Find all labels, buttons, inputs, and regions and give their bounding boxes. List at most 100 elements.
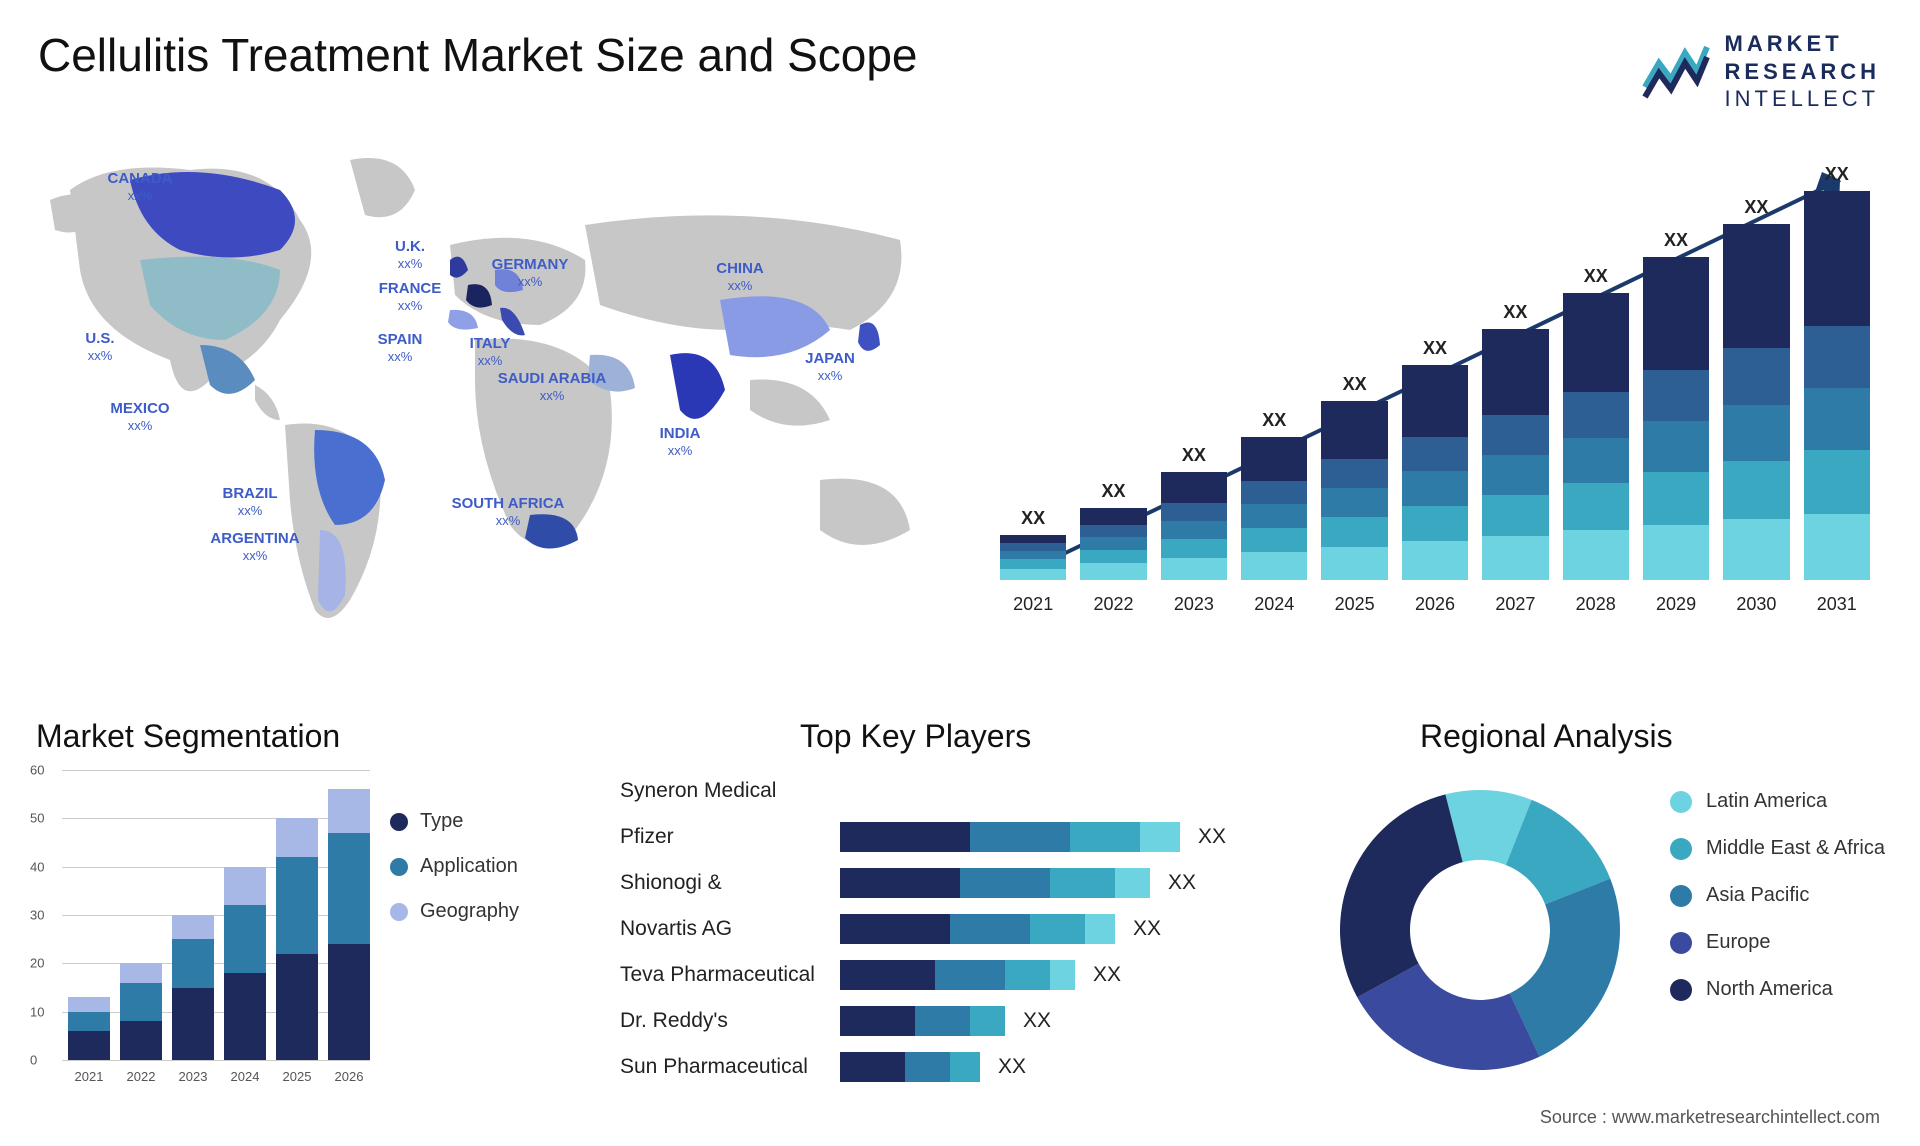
seg-col-2022: [120, 963, 162, 1060]
legend-label: Latin America: [1706, 790, 1827, 813]
seg-ytick: 30: [30, 908, 44, 923]
player-name: Dr. Reddy's: [620, 1009, 840, 1033]
legend-label: Europe: [1706, 931, 1771, 954]
seg-col-2025: [276, 818, 318, 1060]
map-label-germany: GERMANYxx%: [492, 256, 569, 291]
segmentation-legend: Type Application Geography: [390, 810, 570, 923]
player-row: Novartis AGXX: [620, 908, 1300, 950]
growth-top-label: XX: [1664, 230, 1688, 251]
growth-bar-chart: XXXXXXXXXXXXXXXXXXXXXX 20212022202320242…: [1000, 150, 1870, 620]
growth-xlabel: 2028: [1563, 594, 1629, 615]
map-label-spain: SPAINxx%: [378, 331, 423, 366]
donut-legend-item: Middle East & Africa: [1670, 837, 1900, 860]
growth-col-2026: XX: [1402, 338, 1468, 580]
players-title: Top Key Players: [800, 718, 1031, 755]
growth-xlabel: 2023: [1161, 594, 1227, 615]
legend-label: Middle East & Africa: [1706, 837, 1885, 860]
player-row: Sun Pharmaceutical XX: [620, 1046, 1300, 1088]
logo-icon: [1641, 39, 1711, 103]
player-value: XX: [998, 1055, 1026, 1079]
growth-xlabel: 2025: [1321, 594, 1387, 615]
seg-legend-item: Application: [390, 855, 570, 878]
legend-dot: [1670, 791, 1692, 813]
growth-xlabel: 2021: [1000, 594, 1066, 615]
map-label-us: U.S.xx%: [85, 330, 114, 365]
seg-col-2023: [172, 915, 214, 1060]
legend-dot: [390, 813, 408, 831]
map-label-uk: U.K.xx%: [395, 238, 425, 273]
growth-top-label: XX: [1744, 197, 1768, 218]
map-label-argentina: ARGENTINAxx%: [210, 530, 299, 565]
segmentation-title: Market Segmentation: [36, 718, 340, 755]
seg-xlabel: 2025: [276, 1069, 318, 1084]
seg-ytick: 0: [30, 1053, 37, 1068]
legend-dot: [390, 858, 408, 876]
seg-col-2024: [224, 867, 266, 1060]
map-label-canada: CANADAxx%: [108, 170, 173, 205]
growth-col-2029: XX: [1643, 230, 1709, 580]
growth-xlabel: 2024: [1241, 594, 1307, 615]
player-value: XX: [1023, 1009, 1051, 1033]
growth-xlabel: 2031: [1804, 594, 1870, 615]
regional-donut: [1330, 780, 1630, 1080]
legend-dot: [1670, 979, 1692, 1001]
player-name: Sun Pharmaceutical: [620, 1055, 840, 1079]
seg-xlabel: 2026: [328, 1069, 370, 1084]
legend-label: Application: [420, 855, 518, 878]
world-map-svg: [30, 130, 950, 650]
map-label-southafrica: SOUTH AFRICAxx%: [452, 495, 565, 530]
growth-xlabel: 2026: [1402, 594, 1468, 615]
player-name: Pfizer: [620, 825, 840, 849]
player-row: Dr. Reddy's XX: [620, 1000, 1300, 1042]
seg-ytick: 10: [30, 1004, 44, 1019]
key-players-chart: Syneron MedicalPfizerXXShionogi &XXNovar…: [620, 770, 1300, 1100]
map-label-india: INDIAxx%: [660, 425, 701, 460]
source-attribution: Source : www.marketresearchintellect.com: [1540, 1107, 1880, 1128]
player-row: Shionogi &XX: [620, 862, 1300, 904]
seg-legend-item: Geography: [390, 900, 570, 923]
player-row: Teva PharmaceuticalXX: [620, 954, 1300, 996]
player-value: XX: [1198, 825, 1226, 849]
player-name: Syneron Medical: [620, 779, 840, 803]
growth-top-label: XX: [1343, 374, 1367, 395]
seg-xlabel: 2024: [224, 1069, 266, 1084]
player-value: XX: [1093, 963, 1121, 987]
player-name: Shionogi &: [620, 871, 840, 895]
legend-dot: [1670, 932, 1692, 954]
legend-label: Type: [420, 810, 463, 833]
player-name: Novartis AG: [620, 917, 840, 941]
logo-text-2: RESEARCH: [1725, 58, 1880, 86]
growth-top-label: XX: [1262, 410, 1286, 431]
map-label-china: CHINAxx%: [716, 260, 764, 295]
seg-xlabel: 2023: [172, 1069, 214, 1084]
donut-slice: [1340, 794, 1463, 997]
growth-top-label: XX: [1584, 266, 1608, 287]
growth-col-2031: XX: [1804, 164, 1870, 580]
seg-xlabel: 2022: [120, 1069, 162, 1084]
donut-legend-item: Latin America: [1670, 790, 1900, 813]
donut-legend-item: North America: [1670, 978, 1900, 1001]
growth-top-label: XX: [1503, 302, 1527, 323]
growth-top-label: XX: [1423, 338, 1447, 359]
legend-label: Geography: [420, 900, 519, 923]
map-label-mexico: MEXICOxx%: [110, 400, 169, 435]
brand-logo: MARKET RESEARCH INTELLECT: [1641, 30, 1880, 113]
growth-top-label: XX: [1182, 445, 1206, 466]
growth-top-label: XX: [1825, 164, 1849, 185]
donut-legend-item: Europe: [1670, 931, 1900, 954]
growth-top-label: XX: [1021, 508, 1045, 529]
map-label-france: FRANCExx%: [379, 280, 442, 315]
seg-ytick: 60: [30, 763, 44, 778]
seg-xlabel: 2021: [68, 1069, 110, 1084]
growth-col-2024: XX: [1241, 410, 1307, 580]
world-map: CANADAxx%U.S.xx%MEXICOxx%BRAZILxx%ARGENT…: [30, 130, 950, 650]
logo-text-1: MARKET: [1725, 30, 1880, 58]
growth-col-2030: XX: [1723, 197, 1789, 580]
growth-col-2025: XX: [1321, 374, 1387, 580]
growth-col-2022: XX: [1080, 481, 1146, 580]
seg-ytick: 20: [30, 956, 44, 971]
growth-xlabel: 2030: [1723, 594, 1789, 615]
growth-xlabel: 2029: [1643, 594, 1709, 615]
growth-col-2023: XX: [1161, 445, 1227, 580]
map-label-saudiarabia: SAUDI ARABIAxx%: [498, 370, 607, 405]
